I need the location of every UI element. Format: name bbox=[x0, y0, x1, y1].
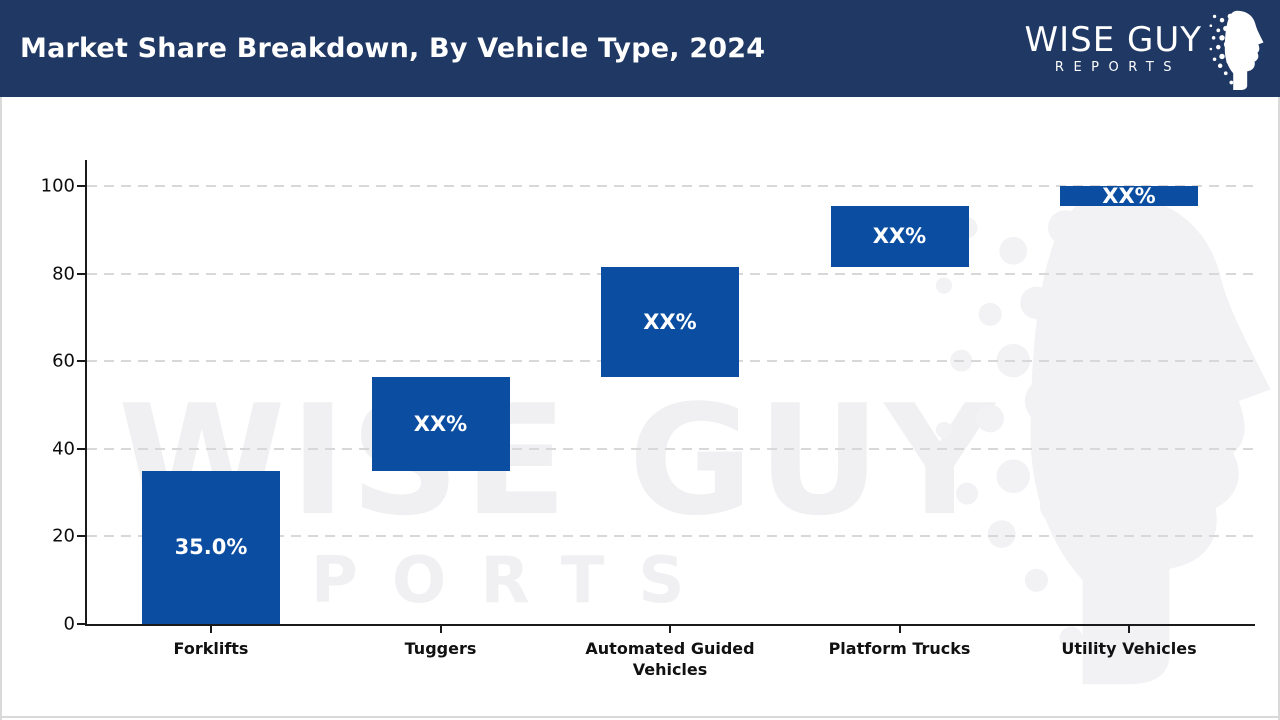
y-tick-label-20: 20 bbox=[52, 525, 75, 547]
header: Market Share Breakdown, By Vehicle Type,… bbox=[0, 0, 1280, 97]
x-tick-label-1: Tuggers bbox=[404, 639, 477, 658]
x-tick-label-2: Automated Guided Vehicles bbox=[585, 639, 755, 680]
gridline-20 bbox=[87, 535, 1255, 538]
x-tick-4 bbox=[1128, 626, 1130, 633]
x-tick-0 bbox=[210, 626, 212, 633]
x-tick-label-4: Utility Vehicles bbox=[1061, 639, 1197, 658]
y-tick-label-60: 60 bbox=[52, 350, 75, 372]
bar-tuggers: XX% bbox=[371, 376, 510, 471]
y-tick-20 bbox=[77, 535, 85, 538]
gridline-100 bbox=[87, 185, 1255, 187]
waterfall-chart: WISE GUY REPORTS 0 20 40 60 80 100 35.0% Forkli… bbox=[0, 97, 1280, 720]
x-tick-label-0: Forklifts bbox=[173, 639, 249, 658]
bar-platform-trucks: XX% bbox=[830, 205, 969, 268]
logo-wordmark: WISE GUY REPORTS bbox=[1024, 23, 1202, 74]
logo-name-text: WISE GUY bbox=[1024, 20, 1202, 60]
bar-value-label: XX% bbox=[413, 411, 468, 436]
x-tick-3 bbox=[898, 626, 901, 633]
bar-automated-guided-vehicles: XX% bbox=[601, 267, 739, 377]
bar-value-label: XX% bbox=[872, 224, 927, 249]
y-axis-line bbox=[85, 160, 87, 626]
page-border-left bbox=[0, 97, 2, 720]
x-tick-1 bbox=[439, 626, 442, 633]
page-border-right bbox=[1278, 97, 1280, 720]
y-tick-80 bbox=[77, 272, 85, 275]
bar-value-label: XX% bbox=[1102, 183, 1156, 208]
y-tick-0 bbox=[77, 623, 85, 625]
bar-value-label: 35.0% bbox=[174, 535, 248, 560]
logo-reports-text: REPORTS bbox=[1054, 60, 1182, 75]
y-tick-label-100: 100 bbox=[40, 175, 75, 197]
x-tick-label-3: Platform Trucks bbox=[828, 639, 971, 658]
x-axis-line bbox=[85, 624, 1255, 626]
page-title: Market Share Breakdown, By Vehicle Type,… bbox=[20, 33, 766, 64]
page-border-bottom bbox=[0, 716, 1280, 718]
y-tick-label-80: 80 bbox=[52, 263, 75, 285]
wise-guy-logo: WISE GUY REPORTS bbox=[1024, 8, 1266, 90]
head-profile-icon bbox=[1206, 8, 1266, 90]
y-tick-label-40: 40 bbox=[52, 438, 75, 460]
y-tick-40 bbox=[77, 447, 85, 450]
bar-value-label: XX% bbox=[643, 309, 697, 334]
y-tick-60 bbox=[77, 360, 85, 363]
y-tick-100 bbox=[77, 185, 85, 187]
x-tick-2 bbox=[669, 626, 671, 633]
bar-utility-vehicles: XX% bbox=[1060, 183, 1198, 208]
watermark-head-icon bbox=[915, 175, 1280, 685]
bar-forklifts: 35.0% bbox=[142, 470, 280, 624]
gridline-40 bbox=[87, 447, 1255, 450]
y-tick-label-0: 0 bbox=[63, 613, 75, 635]
